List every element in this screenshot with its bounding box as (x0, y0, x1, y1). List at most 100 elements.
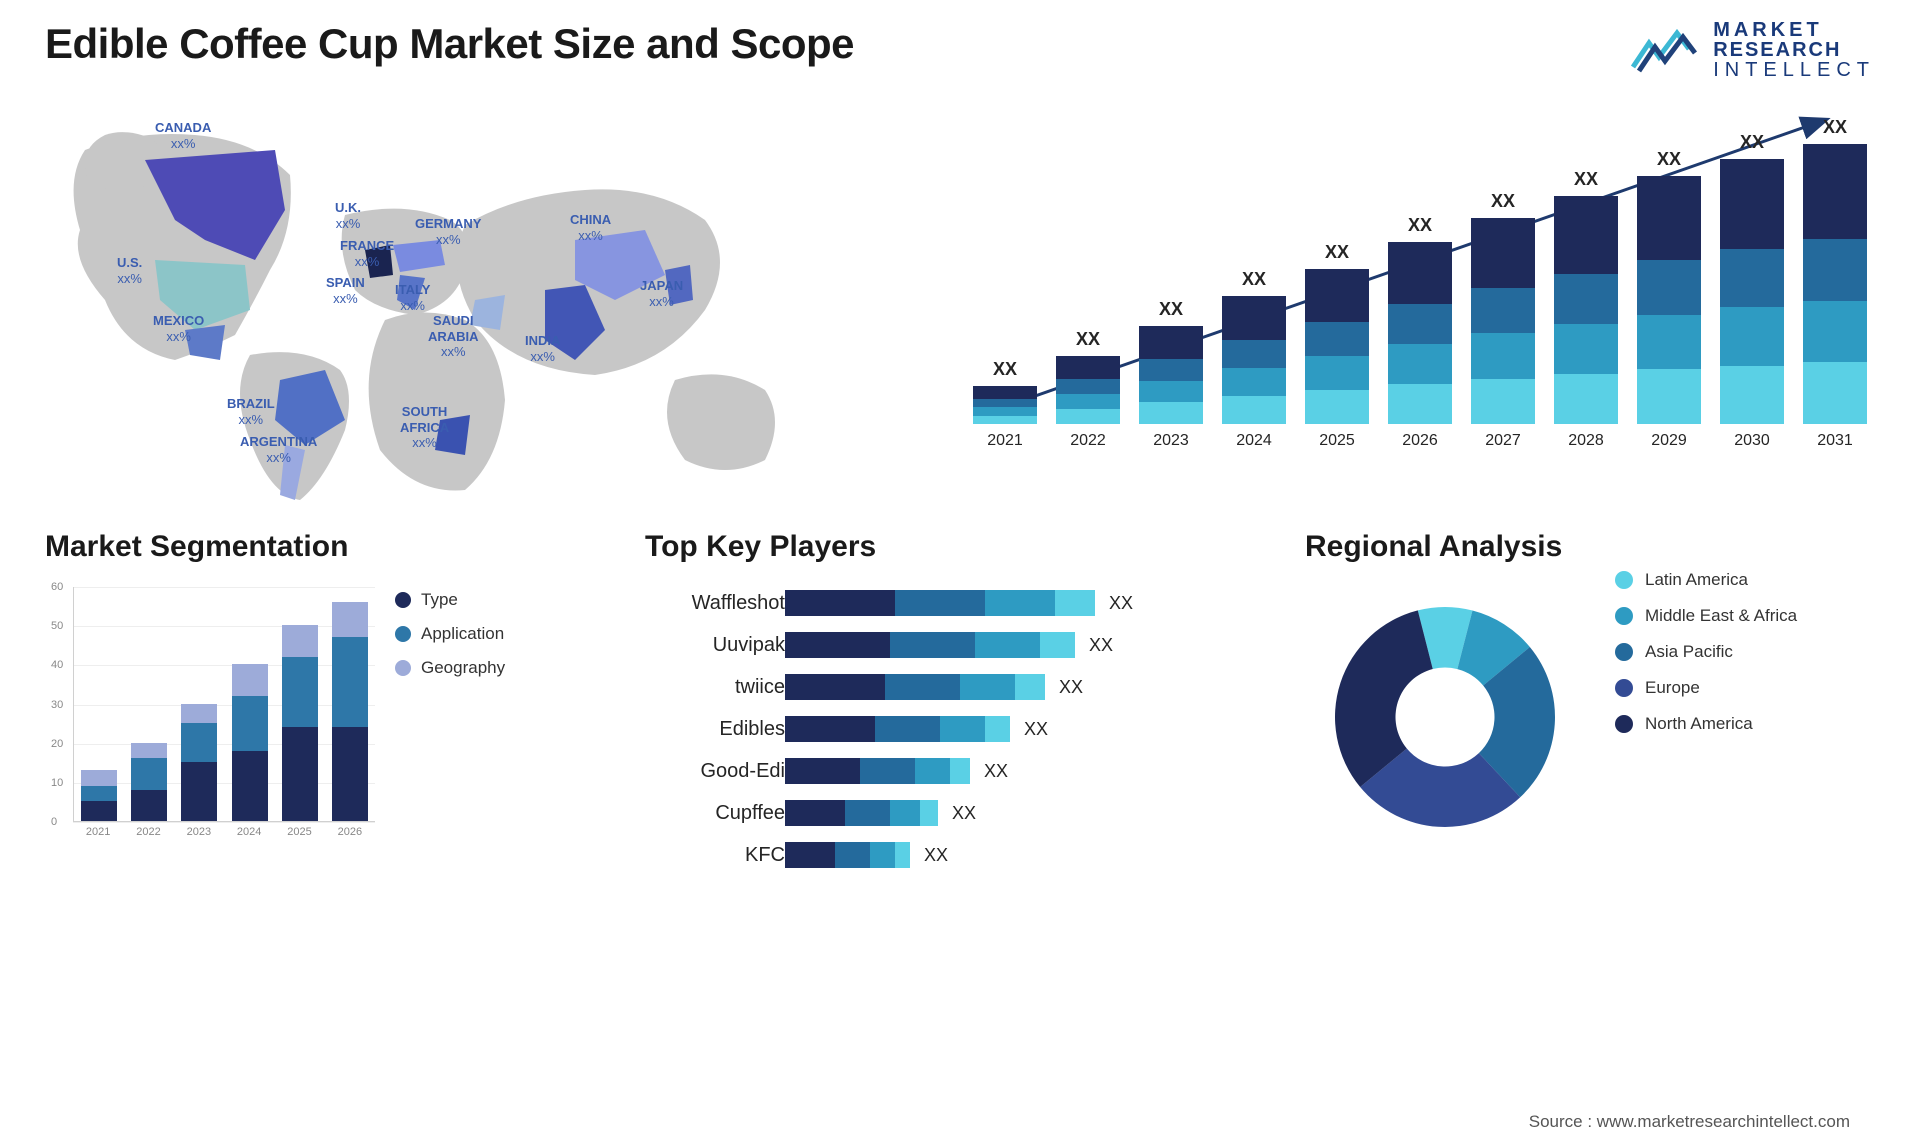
player-bar (785, 800, 938, 826)
map-label: JAPANxx% (640, 278, 683, 309)
bar-segment (1554, 374, 1618, 424)
seg-bar (232, 664, 268, 821)
seg-y-label: 20 (51, 738, 63, 750)
bar-segment (1720, 307, 1784, 365)
regional-title: Regional Analysis (1305, 530, 1605, 564)
brand-logo: MARKET RESEARCH INTELLECT (1629, 20, 1875, 80)
forecast-bar: XX2022 (1052, 329, 1124, 450)
seg-bar-segment (181, 762, 217, 821)
legend-label: North America (1645, 714, 1753, 734)
bar-segment (1305, 356, 1369, 390)
bar-segment (1222, 368, 1286, 396)
main-forecast-chart: XX2021XX2022XX2023XX2024XX2025XX2026XX20… (965, 100, 1875, 500)
map-label: INDIAxx% (525, 333, 560, 364)
bar-value-label: XX (1159, 299, 1183, 320)
bar-segment (1720, 249, 1784, 307)
bar-year-label: 2024 (1236, 432, 1272, 450)
bar-value-label: XX (1823, 117, 1847, 138)
players-title: Top Key Players (645, 530, 1285, 564)
legend-dot-icon (395, 626, 411, 642)
bar-segment (1471, 333, 1535, 378)
bar-year-label: 2021 (987, 432, 1023, 450)
forecast-bar: XX2031 (1799, 117, 1871, 450)
logo-line-3: INTELLECT (1713, 60, 1875, 80)
legend-dot-icon (1615, 571, 1633, 589)
legend-label: Geography (421, 658, 505, 678)
player-row: KFCXX (645, 834, 1285, 876)
player-bar-segment (785, 590, 895, 616)
player-bar (785, 590, 1095, 616)
seg-y-label: 50 (51, 620, 63, 632)
bar-segment (973, 399, 1037, 407)
seg-bar-segment (131, 743, 167, 759)
bar-segment (1305, 322, 1369, 356)
bar-value-label: XX (1740, 132, 1764, 153)
player-name: KFC (645, 844, 785, 867)
legend-dot-icon (1615, 643, 1633, 661)
bar-segment (1056, 356, 1120, 379)
bar-segment (1720, 159, 1784, 249)
map-label: SAUDIARABIAxx% (428, 313, 479, 360)
bar-segment (1222, 340, 1286, 368)
bar-segment (1471, 379, 1535, 424)
bar-segment (1388, 304, 1452, 344)
player-row: twiiceXX (645, 666, 1285, 708)
bar-segment (1554, 324, 1618, 374)
bar-segment (1803, 301, 1867, 363)
seg-bar-segment (232, 664, 268, 695)
bar-segment (1554, 274, 1618, 324)
bar-value-label: XX (1076, 329, 1100, 350)
seg-x-label: 2024 (237, 826, 261, 838)
player-name: twiice (645, 676, 785, 699)
forecast-bar: XX2021 (969, 359, 1041, 450)
bar-segment (1388, 344, 1452, 384)
map-label: GERMANYxx% (415, 216, 481, 247)
world-map: CANADAxx%U.S.xx%MEXICOxx%BRAZILxx%ARGENT… (45, 100, 925, 500)
player-bar-segment (975, 632, 1040, 658)
seg-x-label: 2025 (287, 826, 311, 838)
segmentation-legend: Type Application Geography (395, 590, 505, 876)
seg-legend-item: Application (395, 624, 505, 644)
map-label: SPAINxx% (326, 275, 365, 306)
player-bar-segment (860, 758, 915, 784)
regional-legend-item: Asia Pacific (1615, 642, 1797, 662)
player-bar-segment (890, 800, 920, 826)
player-bar-segment (915, 758, 950, 784)
player-bar-segment (785, 842, 835, 868)
forecast-bar: XX2027 (1467, 191, 1539, 450)
player-bar-segment (960, 674, 1015, 700)
player-value: XX (984, 761, 1008, 782)
bar-value-label: XX (1242, 269, 1266, 290)
seg-x-label: 2023 (187, 826, 211, 838)
bar-segment (1222, 296, 1286, 340)
regional-panel: Regional Analysis Latin AmericaMiddle Ea… (1305, 530, 1875, 876)
legend-dot-icon (1615, 607, 1633, 625)
forecast-bar: XX2030 (1716, 132, 1788, 450)
seg-legend-item: Type (395, 590, 505, 610)
legend-label: Asia Pacific (1645, 642, 1733, 662)
player-bar-segment (785, 758, 860, 784)
bar-segment (1720, 366, 1784, 424)
map-label: FRANCExx% (340, 238, 394, 269)
player-bar (785, 758, 970, 784)
seg-x-label: 2022 (136, 826, 160, 838)
player-name: Edibles (645, 718, 785, 741)
seg-bar (131, 743, 167, 821)
bar-value-label: XX (1408, 215, 1432, 236)
legend-dot-icon (1615, 715, 1633, 733)
seg-bar (181, 704, 217, 821)
seg-legend-item: Geography (395, 658, 505, 678)
bar-value-label: XX (1657, 149, 1681, 170)
seg-bar-segment (181, 704, 217, 724)
logo-line-2: RESEARCH (1713, 40, 1875, 60)
bar-segment (1139, 326, 1203, 359)
seg-bar-segment (282, 625, 318, 656)
seg-bar (282, 625, 318, 821)
player-row: WaffleshotXX (645, 582, 1285, 624)
bar-segment (1471, 218, 1535, 288)
bar-segment (1637, 315, 1701, 370)
legend-dot-icon (1615, 679, 1633, 697)
bar-segment (1222, 396, 1286, 424)
seg-bar-segment (232, 751, 268, 822)
bar-value-label: XX (1325, 242, 1349, 263)
